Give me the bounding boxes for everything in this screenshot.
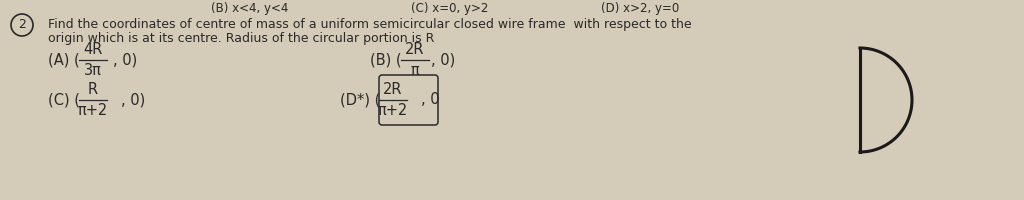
- Text: π+2: π+2: [378, 103, 409, 118]
- Text: , 0): , 0): [431, 52, 456, 68]
- Text: 2R: 2R: [383, 82, 402, 97]
- Text: 4R: 4R: [83, 42, 102, 57]
- Text: , 0: , 0: [421, 92, 439, 108]
- Text: (A) (: (A) (: [48, 52, 80, 68]
- Text: , 0): , 0): [121, 92, 145, 108]
- Text: (B) x<4, y<4: (B) x<4, y<4: [211, 2, 289, 15]
- Text: 2R: 2R: [406, 42, 425, 57]
- Text: R: R: [88, 82, 98, 97]
- Text: (B) (: (B) (: [370, 52, 401, 68]
- Text: Find the coordinates of centre of mass of a uniform semicircular closed wire fra: Find the coordinates of centre of mass o…: [48, 18, 691, 31]
- Text: (D) x>2, y=0: (D) x>2, y=0: [601, 2, 679, 15]
- Text: 3π: 3π: [84, 63, 102, 78]
- Text: (C) (: (C) (: [48, 92, 80, 108]
- Text: 2: 2: [18, 19, 26, 31]
- Text: π+2: π+2: [78, 103, 109, 118]
- Text: π: π: [411, 63, 420, 78]
- Text: , 0): , 0): [113, 52, 137, 68]
- Text: (D*) (: (D*) (: [340, 92, 380, 108]
- Text: (C) x=0, y>2: (C) x=0, y>2: [412, 2, 488, 15]
- Text: origin which is at its centre. Radius of the circular portion is R: origin which is at its centre. Radius of…: [48, 32, 434, 45]
